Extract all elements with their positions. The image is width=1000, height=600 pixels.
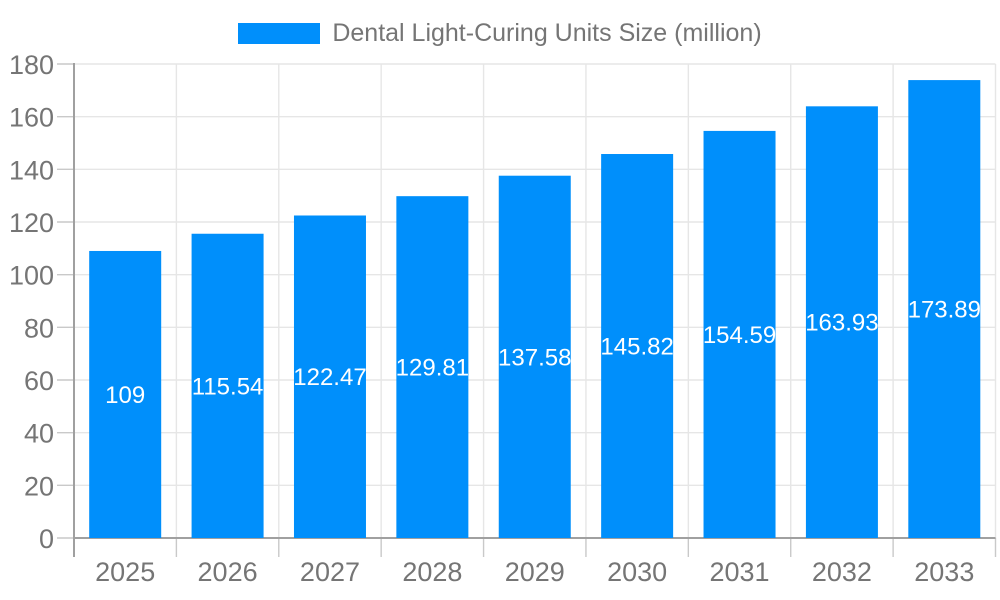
bar-value-label: 122.47 <box>293 364 366 391</box>
bar-2029[interactable] <box>498 175 571 538</box>
bar-2030[interactable] <box>601 154 674 539</box>
bar-2032[interactable] <box>805 106 878 539</box>
bar-2033[interactable] <box>908 80 981 539</box>
x-axis-tick-label: 2029 <box>505 557 565 587</box>
bar-value-label: 173.89 <box>908 297 981 324</box>
bar-2031[interactable] <box>703 130 776 538</box>
bar-value-label: 163.93 <box>805 310 878 337</box>
x-axis-tick-label: 2026 <box>198 557 258 587</box>
bar-2026[interactable] <box>191 233 264 538</box>
y-axis-tick-label: 180 <box>9 50 54 80</box>
legend[interactable]: Dental Light-Curing Units Size (million) <box>0 21 1000 46</box>
x-axis-tick-label: 2033 <box>914 557 974 587</box>
y-axis-tick-label: 20 <box>24 471 54 501</box>
y-axis-tick-label: 80 <box>24 313 54 343</box>
bar-value-label: 129.81 <box>396 355 469 382</box>
x-axis-tick-label: 2031 <box>709 557 769 587</box>
bar-2028[interactable] <box>396 196 469 539</box>
bar-value-label: 109 <box>105 382 145 409</box>
bar-2027[interactable] <box>293 215 366 538</box>
legend-label: Dental Light-Curing Units Size (million) <box>332 19 762 47</box>
y-axis-tick-label: 140 <box>9 155 54 185</box>
bar-value-label: 137.58 <box>498 344 571 371</box>
y-axis-tick-label: 60 <box>24 366 54 396</box>
y-axis-tick-label: 100 <box>9 261 54 291</box>
y-axis-tick-label: 40 <box>24 419 54 449</box>
x-axis-tick-label: 2025 <box>95 557 155 587</box>
y-axis-tick-label: 0 <box>39 524 54 554</box>
bar-2025[interactable] <box>89 250 162 538</box>
bar-value-label: 115.54 <box>192 373 264 400</box>
bar-value-label: 145.82 <box>600 334 673 361</box>
y-axis-tick-label: 160 <box>9 103 54 133</box>
legend-marker-swatch <box>238 23 321 44</box>
bar-value-label: 154.59 <box>703 322 776 349</box>
x-axis-tick-label: 2027 <box>300 557 360 587</box>
y-axis-tick-label: 120 <box>9 208 54 238</box>
x-axis-tick-label: 2030 <box>607 557 667 587</box>
x-axis-tick-label: 2032 <box>812 557 872 587</box>
x-axis-tick-label: 2028 <box>402 557 462 587</box>
